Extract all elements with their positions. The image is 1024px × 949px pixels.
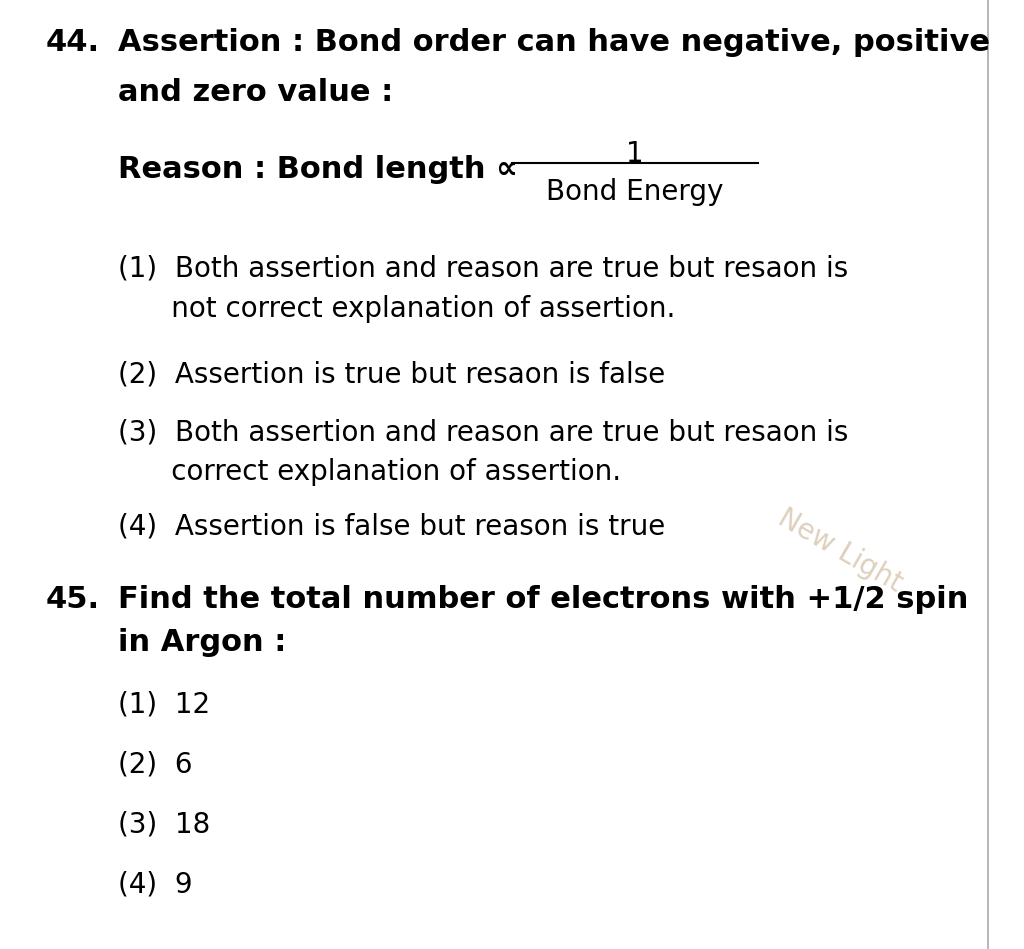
- Text: (3)  Both assertion and reason are true but resaon is: (3) Both assertion and reason are true b…: [118, 418, 848, 446]
- Text: (4)  9: (4) 9: [118, 870, 193, 898]
- Text: Reason : Bond length ∝: Reason : Bond length ∝: [118, 155, 518, 184]
- Text: 45.: 45.: [46, 585, 100, 614]
- Text: Find the total number of electrons with +1/2 spin: Find the total number of electrons with …: [118, 585, 968, 614]
- Text: in Argon :: in Argon :: [118, 628, 286, 657]
- Text: 1: 1: [626, 140, 644, 168]
- Text: Assertion : Bond order can have negative, positive: Assertion : Bond order can have negative…: [118, 28, 990, 57]
- Text: (3)  18: (3) 18: [118, 810, 210, 838]
- Text: not correct explanation of assertion.: not correct explanation of assertion.: [118, 295, 675, 323]
- Text: correct explanation of assertion.: correct explanation of assertion.: [118, 458, 621, 486]
- Text: and zero value :: and zero value :: [118, 78, 393, 107]
- Text: New Light: New Light: [772, 504, 907, 597]
- Text: (2)  6: (2) 6: [118, 750, 193, 778]
- Text: (1)  12: (1) 12: [118, 690, 210, 718]
- Text: (1)  Both assertion and reason are true but resaon is: (1) Both assertion and reason are true b…: [118, 255, 848, 283]
- Text: (4)  Assertion is false but reason is true: (4) Assertion is false but reason is tru…: [118, 512, 665, 540]
- Text: (2)  Assertion is true but resaon is false: (2) Assertion is true but resaon is fals…: [118, 360, 665, 388]
- Text: Bond Energy: Bond Energy: [546, 178, 724, 206]
- Text: 44.: 44.: [46, 28, 100, 57]
